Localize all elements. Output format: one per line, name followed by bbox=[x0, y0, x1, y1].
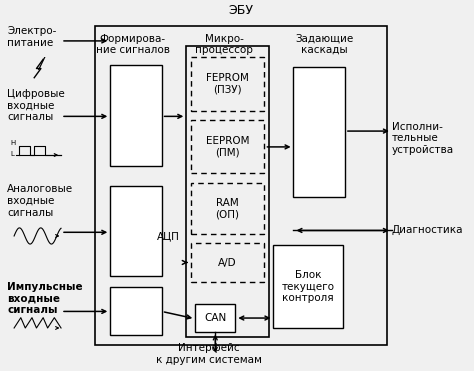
Text: A/D: A/D bbox=[218, 257, 237, 267]
Text: Задающие
каскады: Задающие каскады bbox=[296, 33, 354, 55]
Bar bbox=[191, 243, 264, 282]
Text: Исполни-
тельные
устройства: Исполни- тельные устройства bbox=[392, 122, 454, 155]
Text: АЦП: АЦП bbox=[157, 231, 180, 241]
Text: ЭБУ: ЭБУ bbox=[228, 4, 254, 17]
Bar bbox=[191, 58, 264, 111]
Bar bbox=[273, 245, 343, 328]
Text: L: L bbox=[10, 151, 14, 157]
Text: Цифровые
входные
сигналы: Цифровые входные сигналы bbox=[8, 89, 65, 122]
Text: Микро-
процессор: Микро- процессор bbox=[195, 33, 253, 55]
Bar bbox=[186, 46, 269, 337]
Bar bbox=[110, 186, 162, 276]
Text: Интерфейс
к другим системам: Интерфейс к другим системам bbox=[155, 343, 262, 365]
Bar bbox=[195, 304, 236, 332]
Bar bbox=[191, 183, 264, 234]
Text: RAM
(ОП): RAM (ОП) bbox=[216, 198, 239, 219]
Text: H: H bbox=[10, 140, 16, 146]
Text: FEPROM
(ПЗУ): FEPROM (ПЗУ) bbox=[206, 73, 249, 95]
Bar bbox=[95, 26, 387, 345]
Text: Блок
текущего
контроля: Блок текущего контроля bbox=[282, 270, 335, 303]
Text: Формирова-
ние сигналов: Формирова- ние сигналов bbox=[96, 33, 170, 55]
Text: Аналоговые
входные
сигналы: Аналоговые входные сигналы bbox=[8, 184, 73, 218]
Text: /: / bbox=[38, 58, 44, 72]
Text: EEPROM
(ПМ): EEPROM (ПМ) bbox=[206, 136, 249, 158]
Text: Импульсные
входные
сигналы: Импульсные входные сигналы bbox=[8, 282, 83, 315]
Bar bbox=[110, 288, 162, 335]
Bar bbox=[191, 120, 264, 173]
Bar bbox=[293, 67, 345, 197]
Text: Электро-
питание: Электро- питание bbox=[8, 26, 57, 48]
Text: CAN: CAN bbox=[204, 313, 227, 323]
Bar bbox=[110, 65, 162, 166]
Text: Диагностика: Диагностика bbox=[392, 226, 464, 236]
